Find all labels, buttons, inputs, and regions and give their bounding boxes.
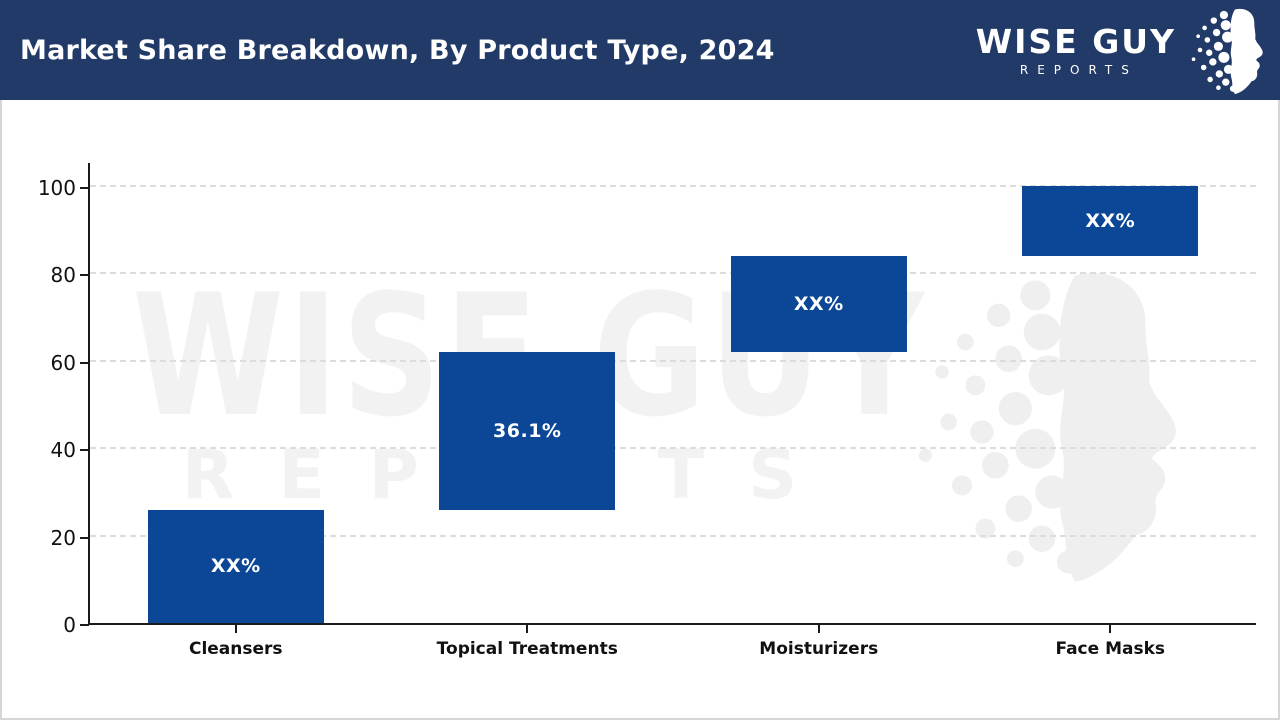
x-tick-mark-2 xyxy=(526,625,529,633)
y-tick-label-0: 0 xyxy=(63,613,76,637)
header: Market Share Breakdown, By Product Type,… xyxy=(0,0,1280,100)
y-tick-mark-100 xyxy=(80,186,89,189)
gridline-20 xyxy=(90,534,1256,537)
x-tick-mark-1 xyxy=(234,625,237,633)
watermark-dotted-head-icon xyxy=(918,272,1176,582)
gridline-80 xyxy=(90,272,1256,274)
y-tick-label-80: 80 xyxy=(50,263,76,287)
bar-topical-treatments: 36.1% xyxy=(439,351,616,510)
x-tick-mark-4 xyxy=(1109,625,1112,633)
dotted-head-profile-icon xyxy=(1191,8,1263,95)
y-tick-mark-20 xyxy=(80,536,89,539)
bar-value-label: XX% xyxy=(793,292,844,315)
x-category-label-2: Topical Treatments xyxy=(436,639,618,659)
y-tick-mark-60 xyxy=(80,361,89,364)
y-tick-mark-80 xyxy=(80,274,89,276)
gridline-40 xyxy=(90,447,1256,449)
bar-cleansers: XX% xyxy=(147,509,324,623)
brand-subtitle: REPORTS xyxy=(1019,62,1138,77)
gridline-60 xyxy=(90,359,1256,362)
y-tick-label-60: 60 xyxy=(50,350,76,375)
y-tick-label-100: 100 xyxy=(37,175,76,200)
y-tick-label-20: 20 xyxy=(50,525,76,550)
brand-logo: WISE GUY REPORTS xyxy=(976,4,1266,96)
y-tick-mark-40 xyxy=(80,449,89,451)
brand-wordmark: WISE GUY REPORTS xyxy=(976,25,1176,76)
x-category-label-4: Face Masks xyxy=(1055,639,1166,659)
bar-value-label: XX% xyxy=(1085,209,1136,232)
x-tick-mark-3 xyxy=(817,625,820,633)
y-tick-label-40: 40 xyxy=(50,438,76,462)
y-tick-mark-0 xyxy=(80,624,89,626)
bar-moisturizers: XX% xyxy=(730,255,907,352)
page-title: Market Share Breakdown, By Product Type,… xyxy=(20,34,775,66)
x-category-label-3: Moisturizers xyxy=(759,639,879,659)
plot-area: XX% 36.1% XX% XX% xyxy=(88,163,1256,625)
brand-name: WISE GUY xyxy=(975,21,1176,61)
bar-value-label: XX% xyxy=(210,555,261,578)
bar-face-masks: XX% xyxy=(1022,185,1199,256)
gridline-100 xyxy=(90,184,1256,187)
x-category-label-1: Cleansers xyxy=(188,639,283,659)
bar-value-label: 36.1% xyxy=(493,419,562,442)
